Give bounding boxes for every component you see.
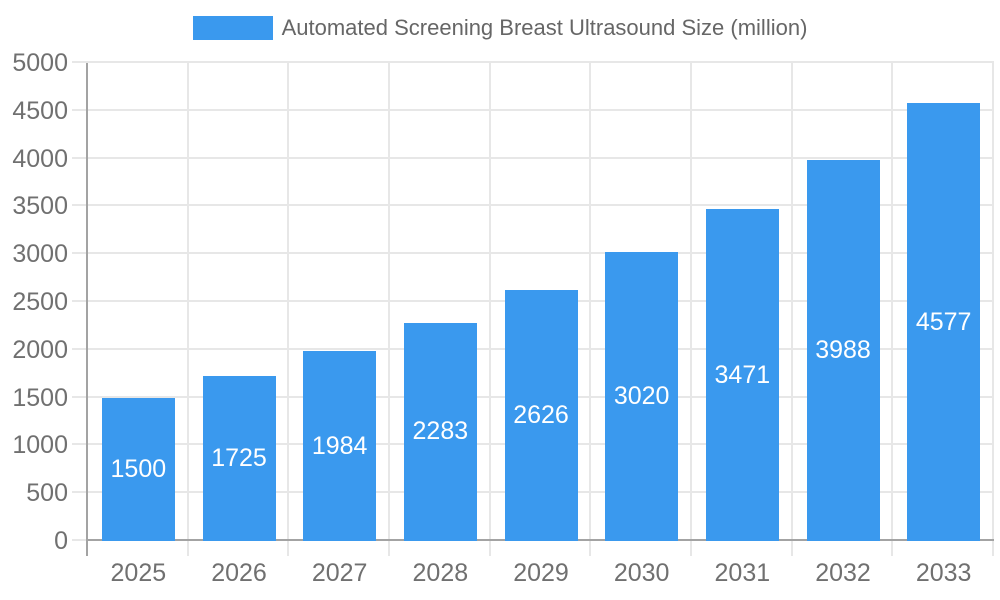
x-tick bbox=[690, 541, 692, 556]
x-axis-tick-label: 2031 bbox=[714, 559, 771, 587]
x-axis-tick-label: 2026 bbox=[211, 559, 267, 587]
y-axis-tick-label: 4000 bbox=[12, 144, 68, 173]
gridline-h bbox=[88, 61, 994, 63]
bar-value-label: 4577 bbox=[915, 307, 972, 336]
y-axis-tick-label: 5000 bbox=[12, 49, 68, 77]
x-axis-tick-label: 2030 bbox=[613, 559, 670, 587]
x-tick bbox=[589, 541, 592, 556]
gridline-v bbox=[589, 63, 592, 539]
gridline-v bbox=[186, 63, 189, 539]
bar-value-label: 2283 bbox=[412, 417, 469, 446]
x-tick bbox=[186, 541, 189, 556]
x-tick bbox=[287, 541, 290, 556]
y-tick bbox=[72, 491, 88, 494]
x-tick bbox=[388, 541, 390, 556]
y-tick bbox=[72, 443, 88, 446]
legend: Automated Screening Breast Ultrasound Si… bbox=[0, 16, 1000, 40]
y-axis-tick-label: 1000 bbox=[12, 431, 68, 460]
legend-swatch bbox=[192, 16, 273, 40]
x-axis-tick-label: 2032 bbox=[815, 559, 871, 587]
y-axis-tick-label: 4500 bbox=[12, 96, 68, 125]
x-tick bbox=[992, 541, 994, 556]
bar-value-label: 2626 bbox=[513, 400, 569, 429]
x-axis-tick-label: 2033 bbox=[915, 559, 972, 587]
bar: 4577 bbox=[907, 103, 981, 541]
x-tick bbox=[790, 541, 793, 556]
gridline-v bbox=[891, 63, 894, 539]
y-tick bbox=[72, 395, 88, 398]
bar-value-label: 3988 bbox=[815, 335, 871, 364]
x-axis-tick-label: 2029 bbox=[513, 559, 569, 587]
y-tick bbox=[72, 300, 88, 302]
gridline-h bbox=[88, 204, 994, 207]
y-axis-tick-label: 2000 bbox=[12, 335, 68, 364]
y-tick bbox=[72, 347, 88, 350]
bar: 3471 bbox=[705, 209, 779, 541]
gridline-h bbox=[88, 108, 994, 111]
y-tick bbox=[72, 156, 88, 159]
bar: 3020 bbox=[605, 252, 679, 541]
x-tick bbox=[891, 541, 894, 556]
bar-value-label: 3471 bbox=[714, 360, 771, 389]
gridline-h bbox=[88, 252, 994, 255]
gridline-v bbox=[488, 63, 491, 539]
y-axis-tick-label: 500 bbox=[26, 479, 68, 508]
x-axis-tick-label: 2028 bbox=[412, 559, 469, 587]
x-axis-tick-label: 2027 bbox=[311, 559, 368, 587]
legend-label: Automated Screening Breast Ultrasound Si… bbox=[281, 15, 808, 40]
gridline-v bbox=[790, 63, 793, 539]
y-axis-tick-label: 2500 bbox=[12, 288, 68, 316]
bar: 1725 bbox=[202, 376, 276, 541]
bar-value-label: 1984 bbox=[311, 431, 368, 460]
x-axis-tick-label: 2025 bbox=[110, 559, 167, 587]
y-axis-tick-label: 3500 bbox=[12, 192, 68, 221]
y-axis-tick-label: 3000 bbox=[12, 240, 68, 269]
y-axis-tick-label: 0 bbox=[54, 527, 68, 555]
gridline-v bbox=[287, 63, 290, 539]
gridline-v bbox=[690, 63, 692, 539]
y-axis-tick-label: 1500 bbox=[12, 383, 68, 412]
gridline-v bbox=[992, 63, 994, 539]
y-tick bbox=[72, 252, 88, 255]
bar: 1984 bbox=[303, 351, 377, 541]
gridline-v bbox=[388, 63, 390, 539]
x-tick bbox=[488, 541, 491, 556]
y-axis-line bbox=[86, 63, 88, 556]
bar-value-label: 1725 bbox=[211, 444, 267, 473]
y-tick bbox=[72, 61, 88, 63]
gridline-h bbox=[88, 156, 994, 159]
y-tick bbox=[72, 204, 88, 207]
bar: 2626 bbox=[504, 289, 578, 541]
bar: 1500 bbox=[101, 397, 175, 541]
bar-value-label: 3020 bbox=[613, 382, 670, 411]
y-tick bbox=[72, 539, 88, 541]
bar: 2283 bbox=[403, 322, 477, 541]
y-tick bbox=[72, 108, 88, 111]
bar-value-label: 1500 bbox=[110, 454, 167, 483]
bar: 3988 bbox=[806, 159, 880, 541]
